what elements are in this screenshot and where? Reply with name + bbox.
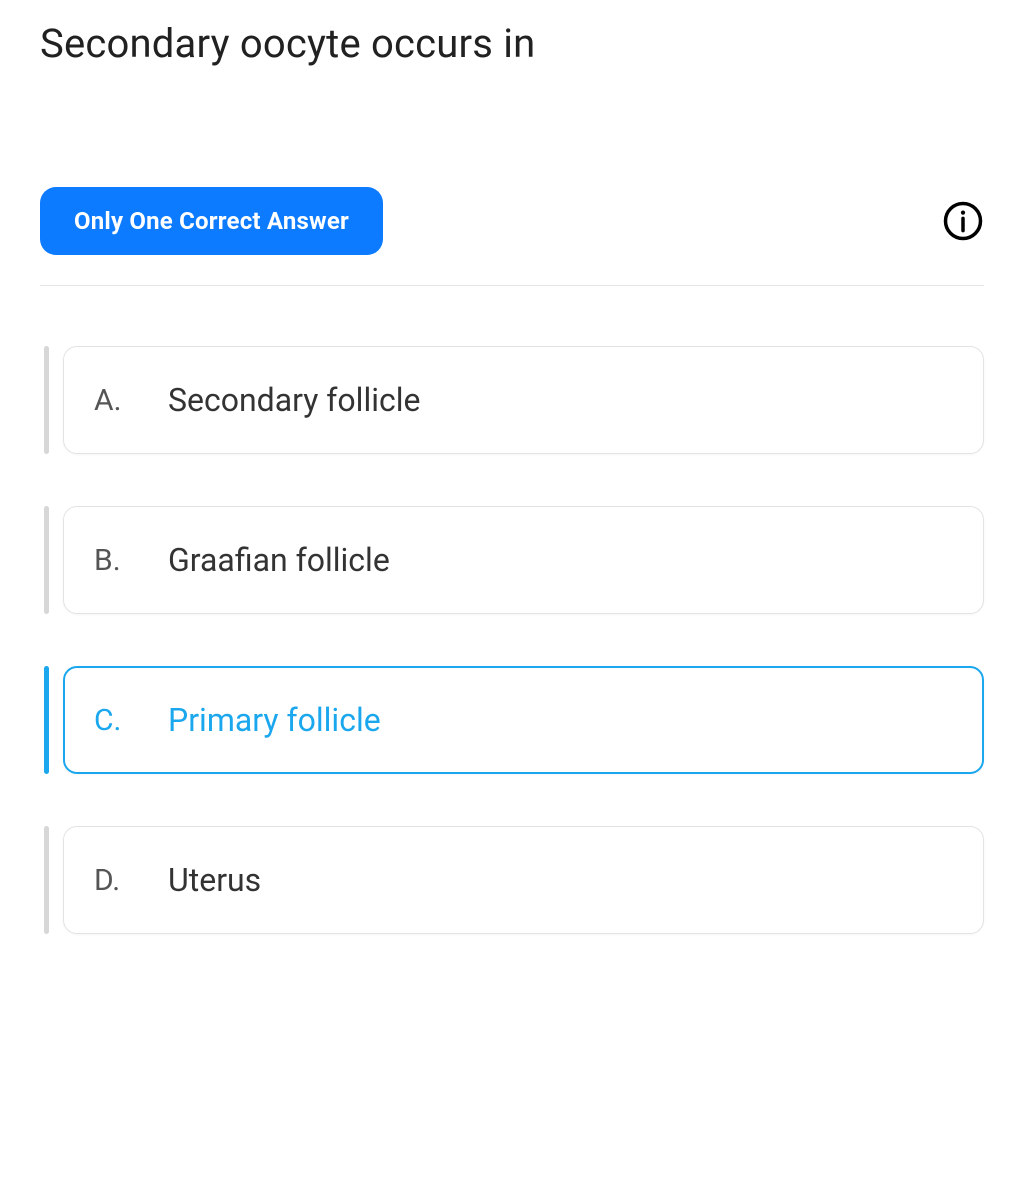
question-text: Secondary oocyte occurs in [40, 20, 984, 67]
option-card: D. Uterus [63, 826, 984, 934]
option-text: Graafian follicle [168, 541, 390, 579]
options-list: A. Secondary follicle B. Graafian follic… [40, 346, 984, 934]
option-letter: A. [94, 383, 128, 418]
option-a[interactable]: A. Secondary follicle [44, 346, 984, 454]
divider [40, 285, 984, 286]
option-card: C. Primary follicle [63, 666, 984, 774]
quiz-container: Secondary oocyte occurs in Only One Corr… [0, 0, 1024, 974]
option-card: B. Graafian follicle [63, 506, 984, 614]
option-text: Primary follicle [168, 701, 381, 739]
option-card: A. Secondary follicle [63, 346, 984, 454]
option-accent [44, 346, 49, 454]
option-accent [44, 826, 49, 934]
option-letter: D. [94, 863, 128, 898]
option-d[interactable]: D. Uterus [44, 826, 984, 934]
answer-type-badge: Only One Correct Answer [40, 187, 383, 255]
option-c[interactable]: C. Primary follicle [44, 666, 984, 774]
option-b[interactable]: B. Graafian follicle [44, 506, 984, 614]
option-text: Uterus [168, 861, 261, 899]
option-text: Secondary follicle [168, 381, 421, 419]
option-letter: B. [94, 543, 128, 578]
option-accent [44, 506, 49, 614]
option-accent [44, 666, 49, 774]
option-letter: C. [94, 703, 128, 738]
meta-row: Only One Correct Answer [40, 187, 984, 255]
info-icon[interactable] [942, 200, 984, 242]
